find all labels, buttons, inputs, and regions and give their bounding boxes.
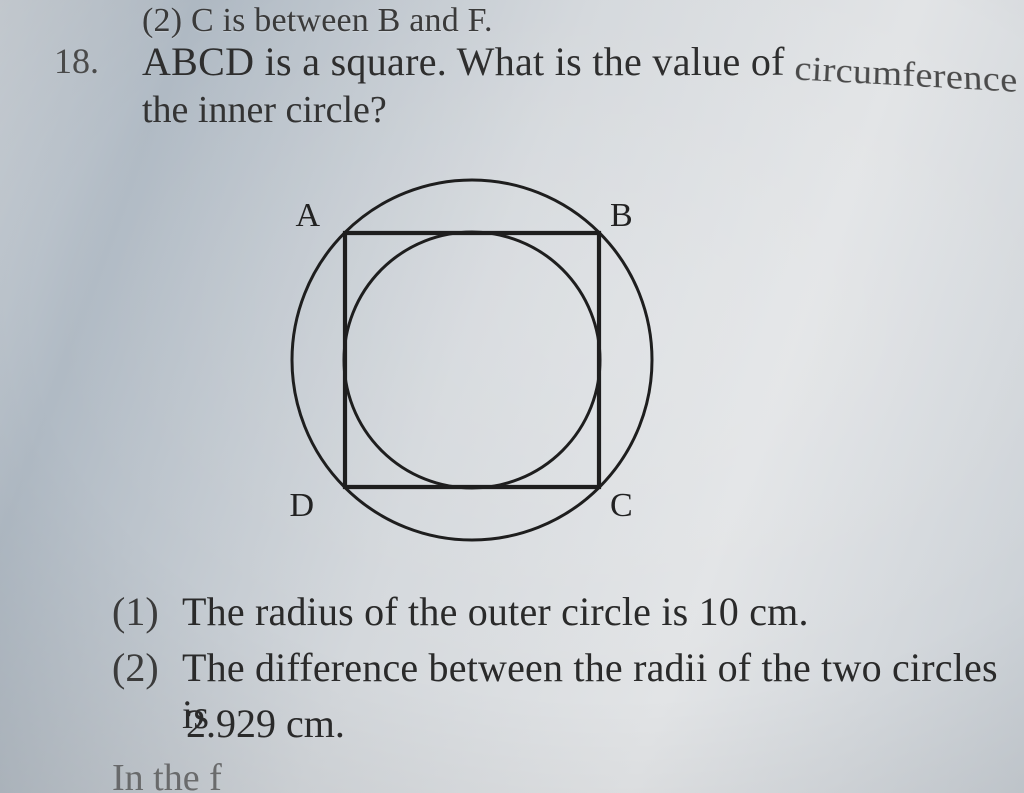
vertex-label-c: C: [610, 487, 633, 524]
question-line-1: ABCD is a square. What is the value of c…: [142, 38, 1024, 85]
statement-2-num: (2): [112, 644, 182, 691]
question-line-1-tail: circumference of: [793, 49, 1024, 104]
previous-option-partial: (2) C is between B and F.: [142, 2, 493, 40]
square-abcd: [345, 233, 599, 487]
vertex-label-b: B: [610, 197, 633, 234]
statement-1-num: (1): [112, 588, 182, 635]
question-number: 18.: [54, 40, 99, 82]
vertex-label-d: D: [289, 487, 314, 524]
cutoff-next-line: In the f: [112, 756, 222, 793]
geometry-diagram: A B C D: [262, 150, 682, 570]
statement-2-continuation: 2.929 cm.: [186, 700, 345, 747]
vertex-label-a: A: [295, 197, 320, 234]
statement-1-text: The radius of the outer circle is 10 cm.: [182, 588, 809, 635]
question-line-1a: ABCD is a square. What is the value of: [142, 39, 795, 84]
inner-circle: [344, 232, 600, 488]
question-line-2: the inner circle?: [142, 88, 387, 132]
statement-1: (1) The radius of the outer circle is 10…: [112, 588, 809, 635]
